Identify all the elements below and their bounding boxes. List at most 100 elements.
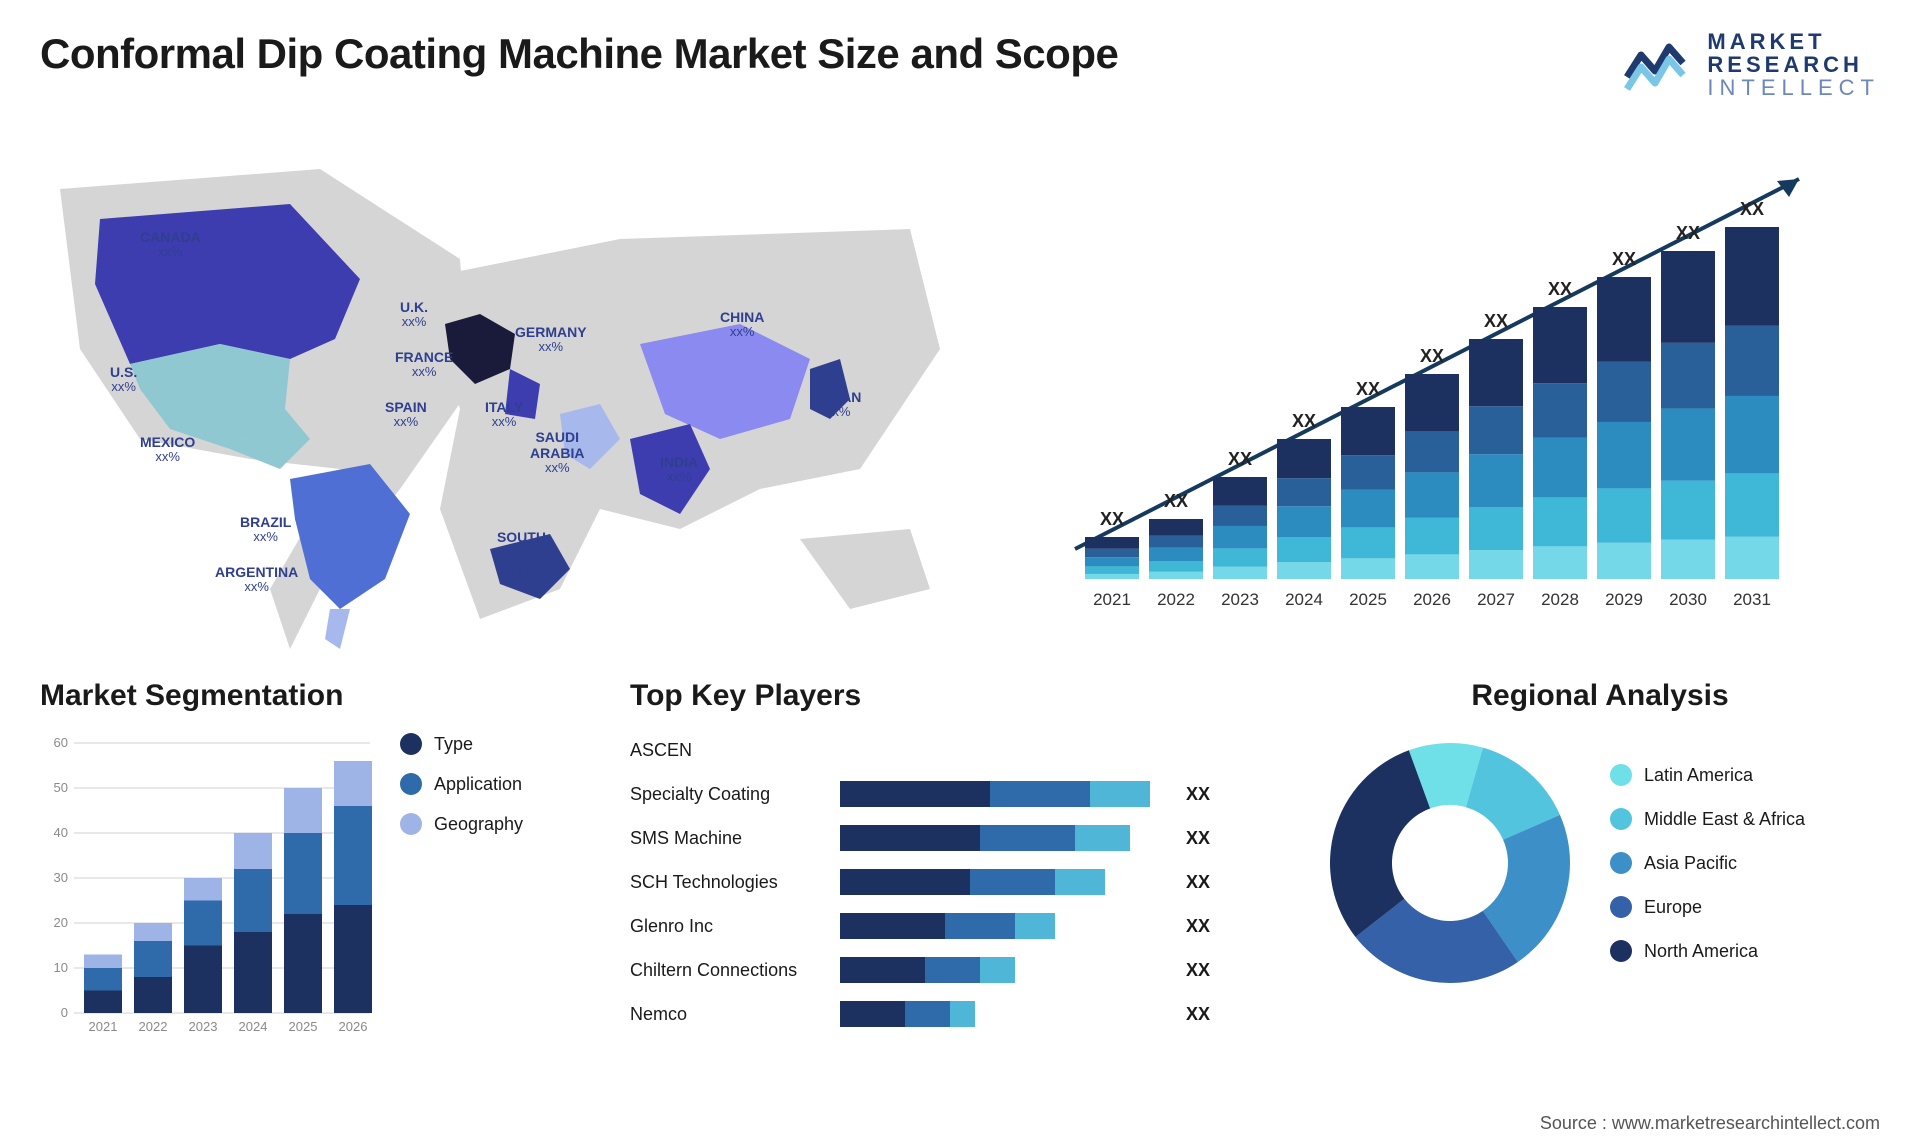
key-player-bar-segment (1055, 869, 1105, 895)
growth-year-tick: 2027 (1477, 590, 1515, 609)
map-country-label: SOUTH AFRICAxx% (495, 529, 548, 576)
key-player-value: XX (1180, 1004, 1210, 1025)
key-player-name: Nemco (630, 1004, 830, 1025)
svg-text:10: 10 (54, 960, 68, 975)
key-player-bar-segment (990, 781, 1090, 807)
segmentation-chart: 0102030405060202120222023202420252026 (40, 733, 380, 1043)
seg-year-tick: 2022 (139, 1019, 168, 1034)
key-player-bar (840, 1001, 1170, 1027)
map-country-label: JAPANxx% (815, 389, 861, 420)
key-player-bar-segment (840, 869, 970, 895)
growth-forecast-chart: XX2021XX2022XX2023XX2024XX2025XX2026XX20… (1010, 109, 1880, 639)
logo-icon (1623, 37, 1693, 93)
key-player-bar-segment (840, 913, 945, 939)
map-country-pct: xx% (400, 315, 428, 330)
seg-legend-swatch (400, 733, 422, 755)
key-player-name: Chiltern Connections (630, 960, 830, 981)
seg-legend-item: Geography (400, 813, 523, 835)
regional-legend-swatch (1610, 764, 1632, 786)
source-attribution: Source : www.marketresearchintellect.com (1540, 1113, 1880, 1134)
key-player-bar (840, 913, 1170, 939)
key-player-row: ASCEN (630, 733, 1290, 767)
svg-text:50: 50 (54, 780, 68, 795)
svg-text:40: 40 (54, 825, 68, 840)
map-country-name: U.K. (400, 299, 428, 315)
key-player-bar (840, 825, 1170, 851)
page-title: Conformal Dip Coating Machine Market Siz… (40, 30, 1118, 78)
svg-text:30: 30 (54, 870, 68, 885)
map-country-pct: xx% (515, 340, 587, 355)
seg-legend-item: Application (400, 773, 523, 795)
key-player-bar-segment (840, 781, 990, 807)
regional-legend-swatch (1610, 852, 1632, 874)
seg-year-tick: 2026 (339, 1019, 368, 1034)
map-country-label: FRANCExx% (395, 349, 453, 380)
key-player-name: Glenro Inc (630, 916, 830, 937)
key-player-value: XX (1180, 960, 1210, 981)
seg-year-tick: 2023 (189, 1019, 218, 1034)
growth-bar-label: XX (1292, 411, 1316, 431)
key-player-bar (840, 781, 1170, 807)
growth-year-tick: 2021 (1093, 590, 1131, 609)
growth-year-tick: 2029 (1605, 590, 1643, 609)
map-country-pct: xx% (720, 325, 764, 340)
logo-line1: MARKET (1707, 30, 1880, 53)
regional-legend-item: Asia Pacific (1610, 852, 1805, 874)
map-country-pct: xx% (140, 245, 201, 260)
growth-bar-label: XX (1740, 199, 1764, 219)
regional-legend-swatch (1610, 940, 1632, 962)
map-country-pct: xx% (140, 450, 195, 465)
regional-legend-label: Europe (1644, 897, 1702, 918)
key-player-bar-segment (950, 1001, 975, 1027)
regional-legend-label: North America (1644, 941, 1758, 962)
growth-bar-label: XX (1420, 346, 1444, 366)
map-country-name: BRAZIL (240, 514, 291, 530)
key-players-panel: Top Key Players ASCENSpecialty CoatingXX… (630, 679, 1290, 1043)
map-country-label: U.K.xx% (400, 299, 428, 330)
seg-legend-label: Type (434, 734, 473, 755)
seg-year-tick: 2021 (89, 1019, 118, 1034)
world-map: CANADAxx%U.S.xx%MEXICOxx%BRAZILxx%ARGENT… (40, 109, 970, 639)
seg-year-tick: 2024 (239, 1019, 268, 1034)
key-player-name: Specialty Coating (630, 784, 830, 805)
regional-legend: Latin America Middle East & Africa Asia Pa… (1610, 764, 1805, 962)
key-player-bar-segment (980, 825, 1075, 851)
key-player-row: Specialty Coating XX (630, 777, 1290, 811)
growth-bar-label: XX (1484, 311, 1508, 331)
regional-legend-item: North America (1610, 940, 1805, 962)
map-country-name: CHINA (720, 309, 764, 325)
map-country-label: INDIAxx% (660, 454, 698, 485)
map-country-label: GERMANYxx% (515, 324, 587, 355)
growth-bar-label: XX (1228, 449, 1252, 469)
growth-bar-label: XX (1612, 249, 1636, 269)
growth-year-tick: 2024 (1285, 590, 1323, 609)
seg-year-tick: 2025 (289, 1019, 318, 1034)
segmentation-title: Market Segmentation (40, 679, 600, 713)
key-player-bar (840, 957, 1170, 983)
map-country-pct: xx% (485, 415, 523, 430)
svg-text:20: 20 (54, 915, 68, 930)
map-country-name: CANADA (140, 229, 201, 245)
svg-text:60: 60 (54, 735, 68, 750)
map-country-name: JAPAN (815, 389, 861, 405)
map-country-pct: xx% (660, 470, 698, 485)
regional-legend-label: Middle East & Africa (1644, 809, 1805, 830)
key-player-bar (840, 869, 1170, 895)
seg-legend-swatch (400, 773, 422, 795)
map-country-pct: xx% (395, 365, 453, 380)
growth-year-tick: 2028 (1541, 590, 1579, 609)
key-player-value: XX (1180, 784, 1210, 805)
key-player-bar-segment (980, 957, 1015, 983)
key-player-row: SCH TechnologiesXX (630, 865, 1290, 899)
regional-title: Regional Analysis (1320, 679, 1880, 713)
key-player-row: SMS MachineXX (630, 821, 1290, 855)
map-country-name: MEXICO (140, 434, 195, 450)
seg-legend-item: Type (400, 733, 523, 755)
map-country-name: SPAIN (385, 399, 427, 415)
map-country-label: CHINAxx% (720, 309, 764, 340)
growth-year-tick: 2023 (1221, 590, 1259, 609)
growth-year-tick: 2026 (1413, 590, 1451, 609)
key-player-name: ASCEN (630, 740, 830, 761)
regional-legend-item: Latin America (1610, 764, 1805, 786)
growth-year-tick: 2030 (1669, 590, 1707, 609)
